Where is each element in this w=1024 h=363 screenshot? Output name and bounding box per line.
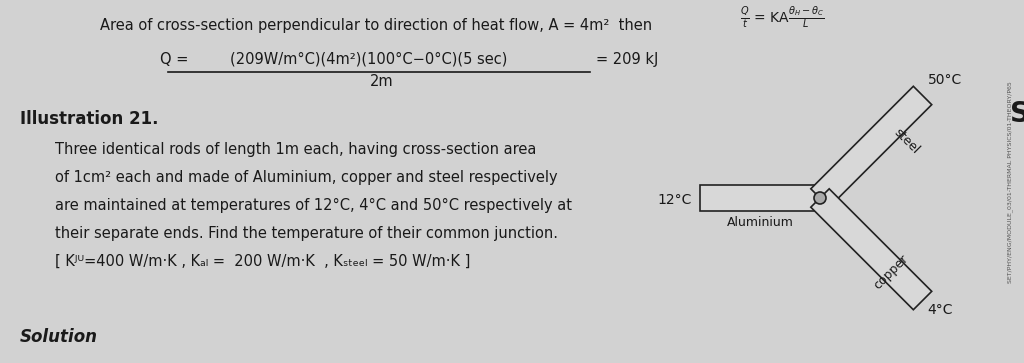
Polygon shape [811, 86, 932, 207]
Text: copper: copper [871, 253, 911, 292]
Text: S: S [1010, 100, 1024, 128]
Text: 4°C: 4°C [928, 302, 953, 317]
Text: 12°C: 12°C [657, 193, 692, 207]
Text: SET/PHY/ENG/MODULE_03/01-THERMAL PHYSICS/01-THEORY/P65: SET/PHY/ENG/MODULE_03/01-THERMAL PHYSICS… [1008, 81, 1013, 283]
Text: (209W/m°C)(4m²)(100°C−0°C)(5 sec): (209W/m°C)(4m²)(100°C−0°C)(5 sec) [230, 52, 507, 67]
Text: Q =: Q = [160, 52, 188, 67]
Text: Illustration 21.: Illustration 21. [20, 110, 159, 128]
Text: their separate ends. Find the temperature of their common junction.: their separate ends. Find the temperatur… [55, 226, 558, 241]
Text: $\frac{Q}{t}$ = KA$\frac{\theta_H - \theta_C}{L}$: $\frac{Q}{t}$ = KA$\frac{\theta_H - \the… [740, 5, 824, 30]
Text: steel: steel [892, 126, 923, 157]
Circle shape [814, 192, 826, 204]
Text: Three identical rods of length 1m each, having cross-section area: Three identical rods of length 1m each, … [55, 142, 537, 157]
Text: 50°C: 50°C [928, 73, 962, 87]
Text: = 209 kJ: = 209 kJ [596, 52, 658, 67]
Text: [ Kᴶᵁ=400 W/m·K , Kₐₗ =  200 W/m·K  , Kₛₜₑₑₗ = 50 W/m·K ]: [ Kᴶᵁ=400 W/m·K , Kₐₗ = 200 W/m·K , Kₛₜₑ… [55, 254, 470, 269]
Text: are maintained at temperatures of 12°C, 4°C and 50°C respectively at: are maintained at temperatures of 12°C, … [55, 198, 572, 213]
Text: of 1cm² each and made of Aluminium, copper and steel respectively: of 1cm² each and made of Aluminium, copp… [55, 170, 558, 185]
Text: Area of cross-section perpendicular to direction of heat flow, A = 4m²  then: Area of cross-section perpendicular to d… [100, 18, 652, 33]
Polygon shape [811, 189, 932, 310]
Polygon shape [700, 185, 820, 211]
Text: Solution: Solution [20, 328, 98, 346]
Text: Aluminium: Aluminium [727, 216, 794, 229]
Text: 2m: 2m [370, 74, 393, 89]
